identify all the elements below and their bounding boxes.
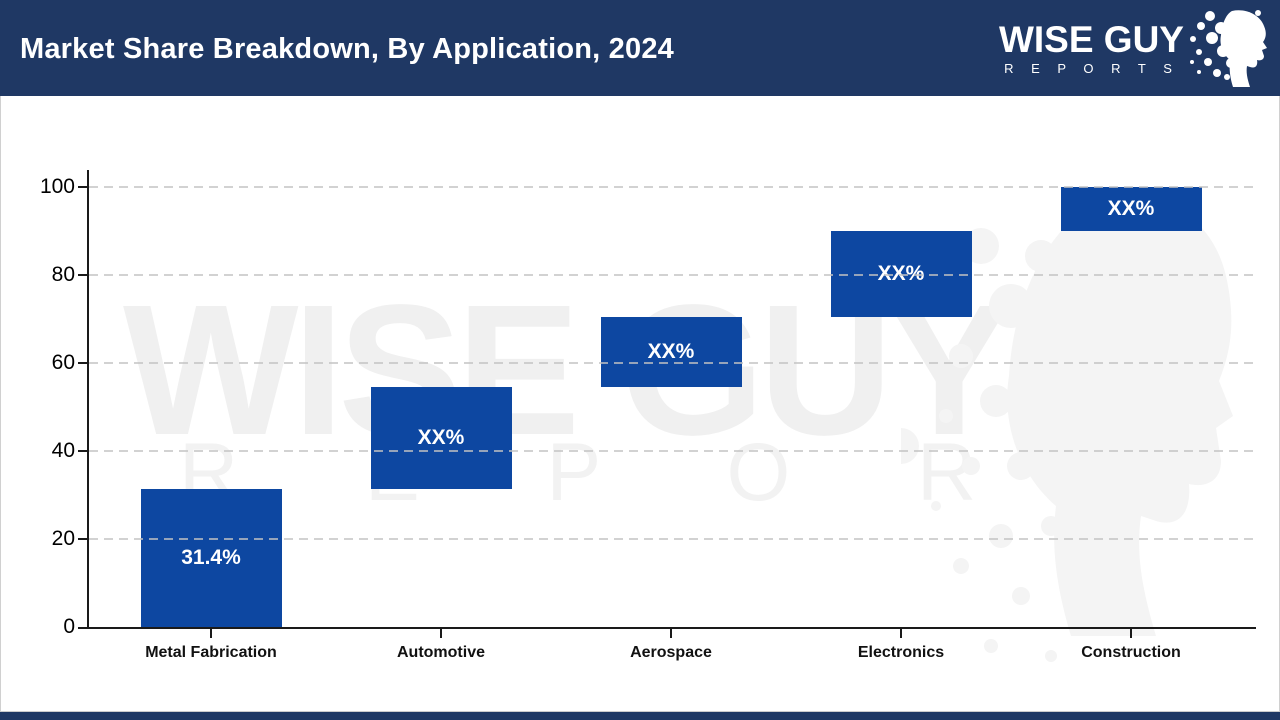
y-axis-line [87,170,89,629]
gridline-20 [89,538,1256,540]
x-tick-mark-2 [440,629,442,638]
bar-automotive: XX% [370,386,512,489]
x-category-label-3: Aerospace [630,644,712,661]
y-tick-label-40: 40 [51,439,75,462]
gridline-40 [89,450,1256,452]
y-tick-label-20: 20 [51,527,75,550]
y-tick-mark-60 [78,362,87,364]
x-category-label-1: Metal Fabrication [145,644,277,661]
chart-canvas: WISE GUY R E P O R T S 31.4% XX% XX% XX% XX%… [0,96,1280,712]
bar-value-label: XX% [417,425,465,449]
y-tick-mark-100 [78,186,87,188]
bar-value-label: XX% [877,262,925,286]
y-tick-mark-40 [78,450,87,452]
y-tick-label-60: 60 [51,351,75,374]
bar-construction: XX% [1060,187,1202,232]
x-tick-mark-3 [670,629,672,638]
wise-guy-logo: WISE GUY R E P O R T S [999,6,1272,90]
x-tick-mark-5 [1130,629,1132,638]
bar-value-label: XX% [1107,197,1155,221]
watermark-subtitle: R E P O R T S [179,427,1280,518]
y-tick-mark-80 [78,274,87,276]
footer-divider [0,711,1280,712]
bar-value-label: 31.4% [181,545,241,569]
gridline-100 [89,186,1256,188]
y-tick-mark-0 [78,627,87,629]
wise-guy-logo-text: WISE GUY R E P O R T S [998,19,1184,77]
y-tick-mark-20 [78,538,87,540]
x-category-label-2: Automotive [397,644,485,661]
y-tick-label-80: 80 [51,263,75,286]
logo-subtitle: R E P O R T S [1004,61,1179,76]
footer-bar [0,712,1280,720]
x-category-label-4: Electronics [857,644,945,661]
bar-metal-fabrication: 31.4% [140,488,282,627]
wise-guy-head-icon [1190,10,1267,87]
page-title: Market Share Breakdown, By Application, … [20,33,674,65]
y-tick-label-0: 0 [63,615,75,638]
y-tick-label-100: 100 [39,175,75,198]
gridline-60 [89,362,1256,364]
bar-aerospace: XX% [600,317,742,387]
x-axis-line [87,627,1256,629]
bar-value-label: XX% [647,339,695,363]
logo-wordmark: WISE GUY [998,19,1184,60]
x-tick-mark-1 [210,629,212,638]
gridline-80 [89,274,1256,276]
x-tick-mark-4 [900,629,902,638]
x-category-label-5: Construction [1081,644,1181,661]
header-bar: Market Share Breakdown, By Application, … [0,0,1280,96]
